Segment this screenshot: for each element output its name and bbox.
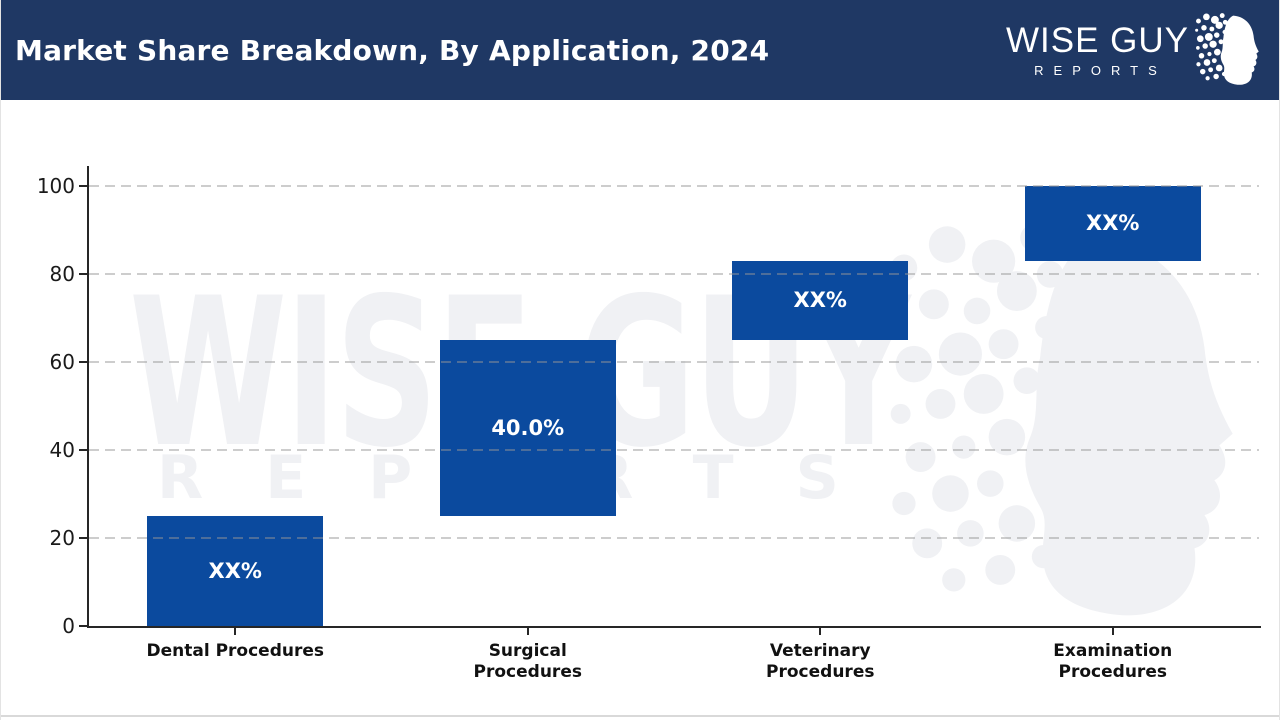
y-axis-tick-label: 20 [49,526,75,550]
x-axis-tick [234,628,237,635]
header-bar: Market Share Breakdown, By Application, … [1,0,1279,100]
bar-value-label: XX% [1086,211,1140,236]
y-axis-tick [79,625,87,627]
bar-value-label: XX% [208,559,262,583]
gridline-40 [89,449,1259,451]
x-axis-label-dental-procedures: Dental Procedures [146,641,325,661]
x-axis-label-surgical-procedures: Surgical Procedures [473,641,582,682]
bar-veterinary-procedures: XX% [732,260,909,340]
x-axis-tick [1111,628,1114,635]
gridline-100 [89,185,1259,187]
gridline-80 [89,273,1259,275]
logo-name-text: WISE GUY [1005,20,1189,60]
logo-wordmark: WISE GUY REPORTS [1006,23,1189,78]
y-axis-line [87,166,89,628]
wiseguy-logo: WISE GUY REPORTS [1006,10,1263,90]
face-profile-dots-icon [1195,13,1259,85]
x-axis-line [87,626,1261,628]
bar-dental-procedures: XX% [147,516,324,626]
page-title: Market Share Breakdown, By Application, … [15,33,770,67]
watermark-face-profile-dots-icon [885,224,1233,616]
y-axis-tick-label: 40 [49,438,75,462]
y-axis-tick-label: 0 [62,614,75,638]
gridline-20 [89,537,1259,539]
bar-value-label: XX% [793,288,847,313]
y-axis-tick [79,449,87,451]
bottom-border-line [1,715,1279,717]
y-axis-tick-label: 80 [49,262,75,286]
x-axis-label-examination-procedures: Examination Procedures [1053,641,1173,682]
y-axis-tick [79,361,87,363]
bar-surgical-procedures: 40.0% [439,340,616,516]
x-axis-tick [819,628,822,635]
bar-value-label: 40.0% [491,416,565,440]
x-axis-tick [526,628,529,635]
gridline-60 [89,361,1259,363]
logo-sub-text: REPORTS [1034,62,1167,78]
y-axis-tick-label: 60 [49,350,75,374]
y-axis-tick [79,537,87,539]
bar-examination-procedures: XX% [1024,186,1201,261]
y-axis-tick-label: 100 [36,174,75,198]
y-axis-tick [79,273,87,275]
y-axis-tick [79,185,87,187]
x-axis-label-veterinary-procedures: Veterinary Procedures [766,641,875,682]
